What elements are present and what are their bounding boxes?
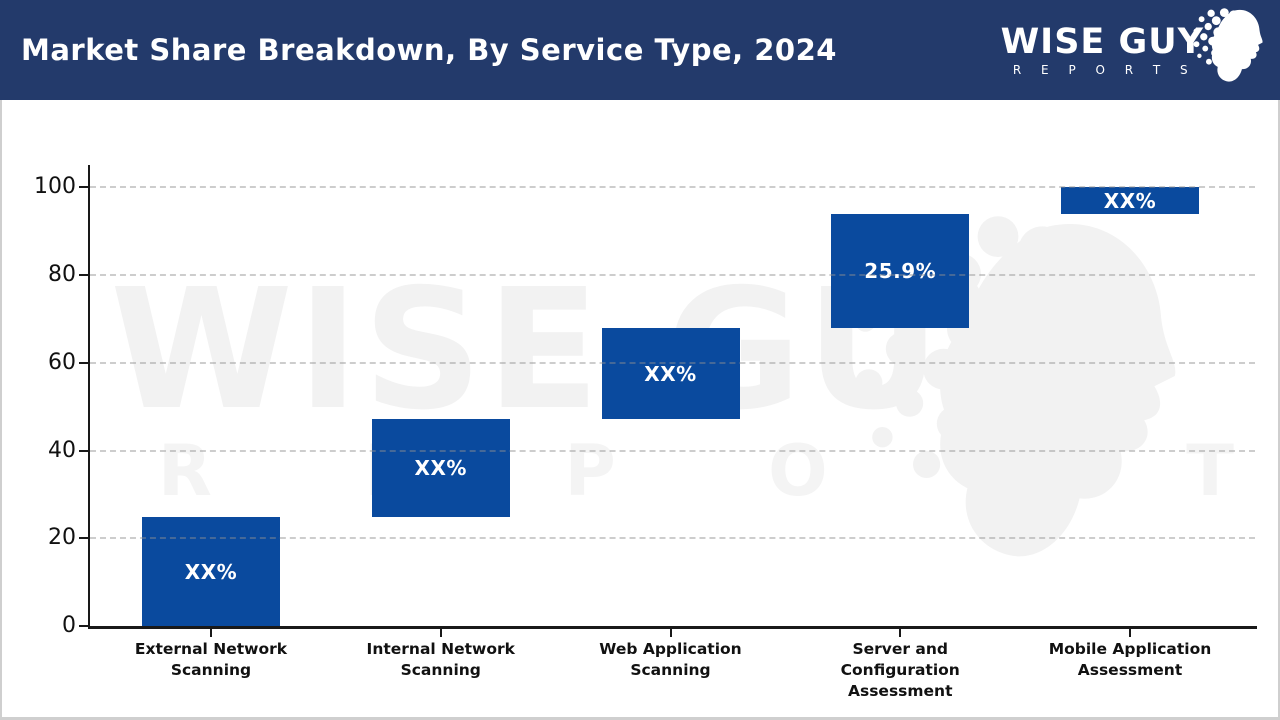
x-tick-label-2: Internal Network Scanning: [366, 640, 515, 679]
y-tick-label-60: 60: [48, 349, 76, 375]
y-tick-label-20: 20: [48, 525, 76, 551]
y-tick-mark-20: [79, 537, 88, 540]
x-tick-mark-4: [899, 629, 902, 637]
gridline-40: [90, 449, 1255, 452]
bar-5: XX%: [1061, 187, 1199, 215]
bar-value-label: XX%: [1103, 188, 1157, 213]
bar-3: XX%: [601, 328, 740, 419]
logo-wordmark: WISE GUY: [1000, 21, 1204, 62]
wiseguy-logo-text: WISE GUY R E P O R T S: [1000, 21, 1204, 77]
bar-value-label: XX%: [644, 361, 697, 386]
y-axis-ticks: [79, 150, 88, 627]
wiseguy-logo: WISE GUY R E P O R T S: [1001, 4, 1266, 96]
x-tick-mark-2: [439, 629, 442, 637]
x-tick-label-1: External Network Scanning: [134, 640, 288, 679]
y-tick-mark-0: [79, 625, 88, 627]
x-tick-label-5: Mobile Application Assessment: [1048, 640, 1212, 679]
x-tick-mark-3: [669, 629, 672, 637]
gridline-80: [90, 274, 1255, 276]
gridline-100: [90, 186, 1255, 189]
x-tick-mark-1: [210, 629, 212, 637]
y-tick-label-80: 80: [48, 262, 76, 287]
logo-reports-label: R E P O R T S: [1012, 62, 1196, 77]
x-tick-label-3: Web Application Scanning: [599, 640, 742, 679]
y-tick-mark-60: [79, 361, 88, 364]
bar-1: XX%: [142, 517, 280, 626]
x-axis-line: [88, 626, 1257, 629]
y-tick-label-100: 100: [34, 174, 76, 200]
y-tick-mark-100: [79, 186, 88, 189]
header-bar: Market Share Breakdown, By Service Type,…: [0, 0, 1280, 100]
y-tick-mark-80: [79, 274, 88, 276]
gridline-20: [90, 537, 1255, 540]
gridline-60: [90, 361, 1255, 364]
y-tick-label-40: 40: [48, 437, 76, 463]
chart-title: Market Share Breakdown, By Service Type,…: [21, 33, 837, 67]
y-axis-labels: 0 20 40 60 80 100: [0, 150, 76, 638]
bar-2: XX%: [371, 418, 510, 518]
logo-head-icon: [1193, 8, 1263, 82]
x-tick-mark-5: [1129, 629, 1131, 637]
y-tick-mark-40: [79, 449, 88, 452]
plot-area: XX% XX% XX% 25.9% XX%: [90, 150, 1257, 626]
x-axis-ticks: [0, 629, 1280, 639]
bar-value-label: XX%: [414, 456, 467, 481]
y-axis-line: [88, 165, 90, 629]
y-tick-label-0: 0: [62, 613, 76, 638]
bar-4: 25.9%: [831, 214, 970, 329]
x-tick-label-4: Server and Configuration Assessment: [840, 640, 960, 700]
bar-value-label: XX%: [184, 559, 238, 584]
bar-value-label: 25.9%: [864, 259, 937, 284]
